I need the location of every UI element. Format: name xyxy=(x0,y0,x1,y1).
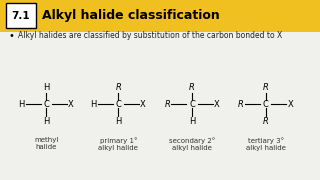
Text: R: R xyxy=(164,100,170,109)
Text: R: R xyxy=(238,100,244,109)
Text: R: R xyxy=(189,83,195,92)
Text: R: R xyxy=(263,83,268,92)
Text: X: X xyxy=(214,100,220,109)
Text: C: C xyxy=(263,100,268,109)
Text: X: X xyxy=(140,100,146,109)
Text: 7.1: 7.1 xyxy=(12,11,30,21)
Text: R: R xyxy=(263,117,268,126)
Text: tertiary 3°
alkyl halide: tertiary 3° alkyl halide xyxy=(246,137,285,151)
Text: Alkyl halide classification: Alkyl halide classification xyxy=(42,9,220,22)
Text: R: R xyxy=(116,83,121,92)
Text: Alkyl halides are classified by substitution of the carbon bonded to X: Alkyl halides are classified by substitu… xyxy=(18,31,282,40)
Text: methyl
halide: methyl halide xyxy=(34,137,59,150)
Text: X: X xyxy=(287,100,293,109)
Text: secondary 2°
alkyl halide: secondary 2° alkyl halide xyxy=(169,137,215,151)
Text: •: • xyxy=(8,31,14,41)
Text: C: C xyxy=(116,100,121,109)
Text: H: H xyxy=(115,117,122,126)
FancyBboxPatch shape xyxy=(6,3,36,28)
Text: C: C xyxy=(189,100,195,109)
Text: C: C xyxy=(44,100,49,109)
Text: X: X xyxy=(68,100,74,109)
Text: H: H xyxy=(91,100,97,109)
Text: H: H xyxy=(43,117,50,126)
Text: H: H xyxy=(189,117,195,126)
Text: H: H xyxy=(19,100,25,109)
Text: H: H xyxy=(43,83,50,92)
Text: primary 1°
alkyl halide: primary 1° alkyl halide xyxy=(99,137,138,151)
FancyBboxPatch shape xyxy=(0,0,320,31)
